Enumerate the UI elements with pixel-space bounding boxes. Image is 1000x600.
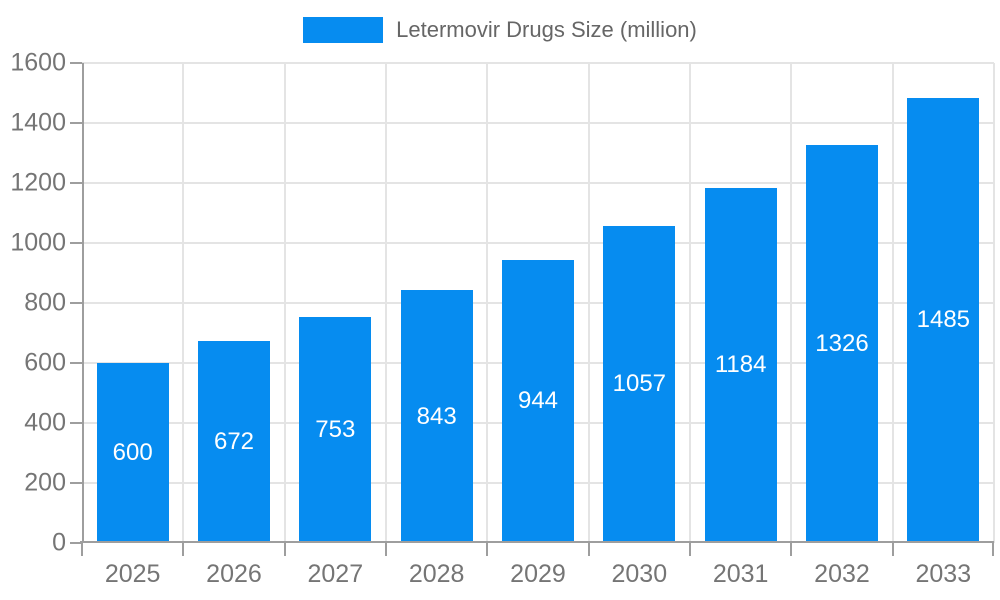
y-tick-label: 1600 — [10, 48, 66, 77]
bar[interactable]: 600 — [96, 363, 169, 543]
bar[interactable]: 1326 — [806, 145, 878, 543]
y-axis-tick — [70, 362, 82, 364]
x-axis-line — [80, 541, 994, 543]
y-tick-label: 1400 — [10, 108, 66, 137]
y-tick-label: 1200 — [10, 168, 66, 197]
x-gridline — [790, 63, 793, 543]
y-axis-tick — [70, 302, 82, 304]
bar[interactable]: 1485 — [907, 97, 980, 543]
bar[interactable]: 672 — [198, 341, 270, 543]
x-tick-label: 2028 — [408, 560, 465, 588]
y-axis-line — [82, 63, 84, 543]
y-tick-label: 1000 — [10, 228, 66, 257]
y-tick-label: 800 — [24, 288, 66, 317]
y-axis-tick — [70, 242, 82, 244]
y-axis-tick — [70, 122, 82, 124]
bar[interactable]: 1057 — [603, 225, 676, 543]
legend-label: Letermovir Drugs Size (million) — [396, 17, 697, 42]
y-axis-tick — [70, 182, 82, 184]
bar-value-label: 843 — [416, 402, 457, 430]
x-axis-tick — [689, 543, 691, 556]
y-axis-tick — [70, 422, 82, 424]
x-tick-label: 2025 — [104, 560, 161, 588]
x-gridline — [689, 63, 691, 543]
x-gridline — [587, 63, 590, 543]
x-gridline — [385, 63, 387, 543]
y-axis-tick — [70, 482, 82, 484]
x-gridline — [182, 63, 185, 543]
x-tick-label: 2032 — [814, 560, 870, 588]
x-axis-tick — [992, 543, 994, 556]
bar-value-label: 944 — [517, 387, 559, 415]
x-axis-tick — [182, 543, 185, 556]
y-gridline — [82, 62, 994, 64]
y-gridline — [82, 182, 994, 184]
x-axis-tick — [587, 543, 590, 556]
x-tick-label: 2027 — [307, 560, 364, 588]
bar[interactable]: 843 — [400, 290, 473, 543]
legend[interactable]: Letermovir Drugs Size (million) — [0, 16, 1000, 44]
y-axis-tick — [70, 62, 82, 64]
x-tick-label: 2033 — [915, 560, 972, 588]
x-gridline — [993, 63, 995, 543]
bar[interactable]: 1184 — [704, 187, 777, 543]
y-tick-label: 600 — [24, 348, 66, 377]
bar-value-label: 1326 — [815, 330, 869, 358]
bar-value-label: 753 — [315, 416, 356, 444]
x-axis-tick — [283, 543, 286, 556]
x-axis-tick — [81, 543, 83, 556]
x-axis-tick — [385, 543, 387, 556]
y-axis-tick — [70, 542, 82, 544]
legend-swatch-icon — [303, 17, 384, 43]
plot-area: 0 200 400 600 800 1000 1200 1400 1600 600 2025 672 2… — [10, 49, 995, 588]
bar[interactable]: 944 — [502, 259, 574, 543]
bar-value-label: 600 — [112, 439, 153, 466]
y-gridline — [82, 122, 994, 124]
x-gridline — [486, 63, 489, 543]
y-tick-label: 200 — [24, 468, 66, 497]
x-gridline — [283, 63, 286, 543]
x-gridline — [891, 63, 894, 543]
bar-value-label: 1057 — [612, 370, 667, 398]
x-tick-label: 2030 — [611, 560, 668, 588]
x-tick-label: 2026 — [206, 560, 262, 588]
bar-value-label: 1485 — [916, 306, 971, 334]
x-tick-label: 2029 — [510, 560, 566, 588]
y-tick-label: 400 — [24, 408, 66, 437]
x-axis-tick — [891, 543, 894, 556]
x-tick-label: 2031 — [712, 560, 769, 588]
y-tick-label: 0 — [52, 528, 66, 557]
y-gridline — [82, 242, 994, 244]
bar-value-label: 672 — [213, 428, 255, 456]
x-axis-tick — [790, 543, 793, 556]
bar[interactable]: 753 — [299, 317, 372, 543]
bar-value-label: 1184 — [714, 351, 767, 379]
x-axis-tick — [486, 543, 489, 556]
